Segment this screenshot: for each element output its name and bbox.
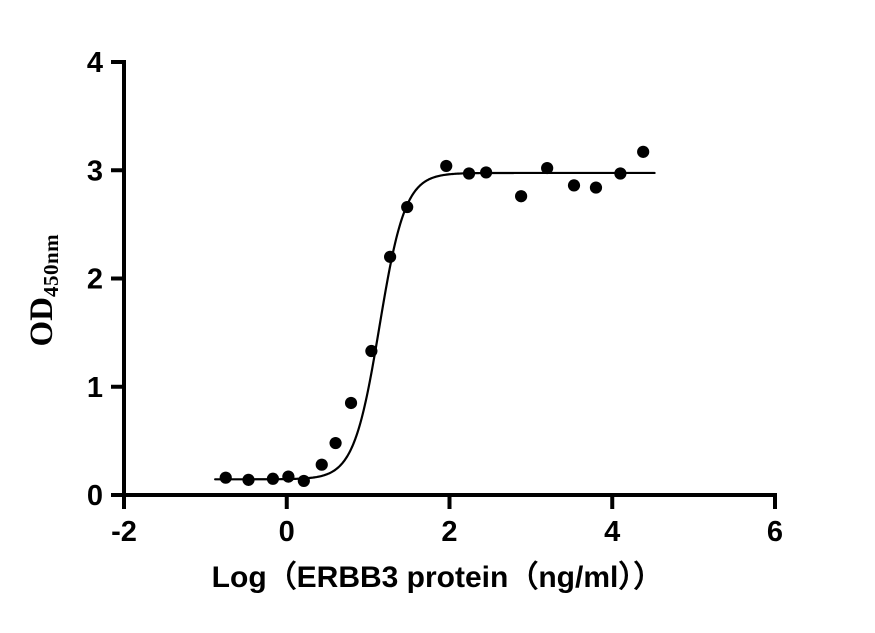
y-tick-label: 4 <box>87 47 103 79</box>
data-point <box>242 473 255 486</box>
y-axis-title-subscript: 450nm <box>39 233 64 297</box>
data-point <box>315 458 328 471</box>
y-tick-label: 1 <box>87 372 103 404</box>
x-axis-title: Log（ERBB3 protein（ng/ml）） <box>211 561 664 594</box>
x-tick-label: 2 <box>441 516 457 548</box>
data-point <box>462 167 476 180</box>
data-point <box>614 167 627 180</box>
x-tick-label: -2 <box>111 516 137 548</box>
data-point <box>344 396 358 410</box>
y-axis-title-container: OD450nm <box>14 190 74 390</box>
x-tick-label: 0 <box>279 516 295 548</box>
fit-curve-group <box>214 171 656 481</box>
data-point <box>567 179 581 192</box>
data-points-group <box>219 145 650 488</box>
data-point <box>329 436 342 450</box>
x-tick-label: 4 <box>604 516 620 548</box>
fit-curve <box>214 171 656 481</box>
y-tick-label: 0 <box>87 480 103 512</box>
y-axis-title-base: OD <box>23 296 60 347</box>
data-point <box>440 159 453 173</box>
data-point <box>282 470 295 483</box>
data-point <box>637 145 650 158</box>
data-point <box>515 190 528 203</box>
y-axis-title: OD450nm <box>24 188 64 392</box>
x-tick-label: 6 <box>767 516 783 548</box>
y-tick-label: 3 <box>87 155 103 187</box>
y-tick-label: 2 <box>87 264 103 296</box>
data-point <box>266 472 280 485</box>
data-point <box>384 250 397 263</box>
axes-group <box>111 60 777 509</box>
data-point <box>401 200 414 214</box>
data-point <box>541 161 554 175</box>
data-point <box>480 166 493 179</box>
axis-spines <box>122 60 777 497</box>
data-point <box>297 474 310 488</box>
data-point <box>365 344 378 358</box>
data-point <box>219 471 232 484</box>
data-point <box>589 181 603 194</box>
